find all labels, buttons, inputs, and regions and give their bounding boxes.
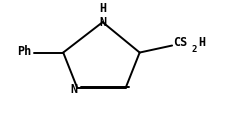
Text: N: N [70,83,77,96]
Text: 2: 2 [192,45,197,54]
Text: H: H [199,36,206,49]
Text: N: N [99,16,106,29]
Text: CS: CS [173,36,188,49]
Text: Ph: Ph [17,45,31,58]
Text: H: H [99,2,106,15]
